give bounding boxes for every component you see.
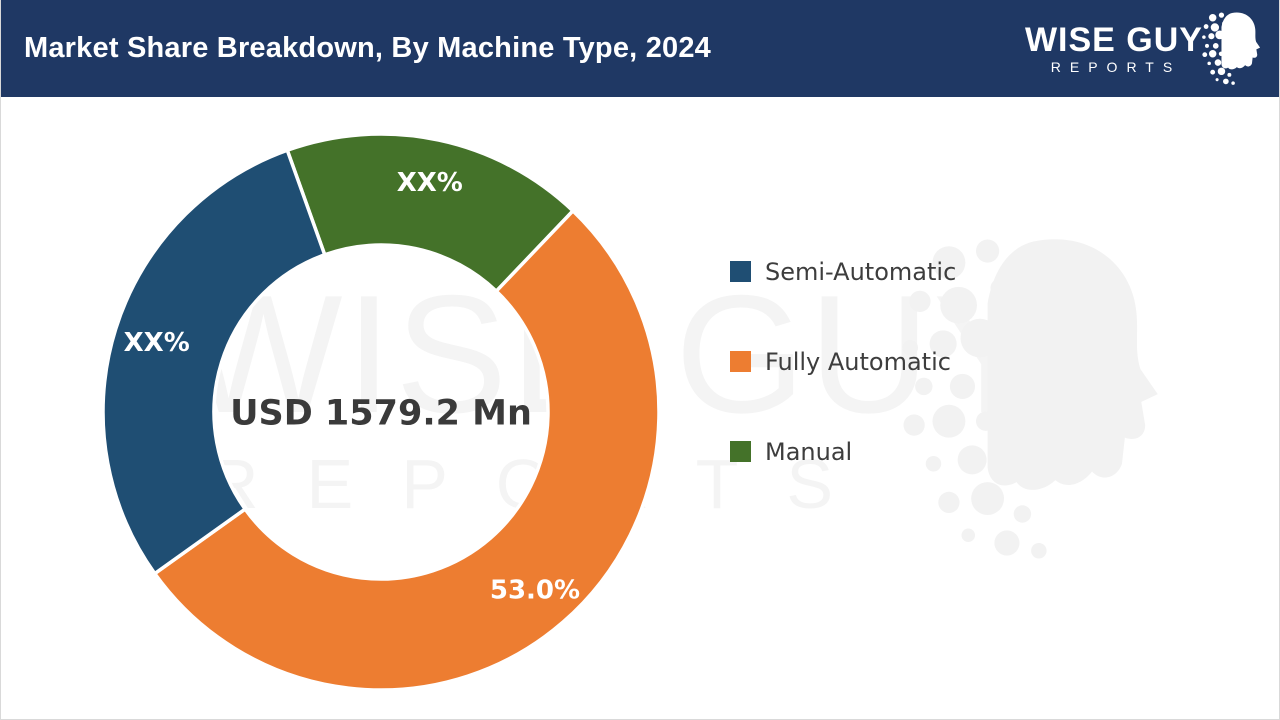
donut-center-value: USD 1579.2 Mn <box>230 393 532 433</box>
brand-logo: WISE GUY REPORTS <box>1025 9 1265 88</box>
brand-sub: REPORTS <box>1050 58 1182 75</box>
legend-item-fully-automatic: Fully Automatic <box>730 347 956 376</box>
brand-text: WISE GUY REPORTS <box>1025 23 1203 74</box>
slice-label-semi-automatic: XX% <box>124 328 190 358</box>
donut-slice-labels: XX% 53.0% XX% <box>124 168 580 605</box>
donut-slice-semi-automatic <box>101 148 327 577</box>
donut-slice-manual <box>285 132 576 294</box>
legend-swatch-manual <box>730 441 751 462</box>
donut-slice-fully-automatic <box>152 208 661 692</box>
chart-title: Market Share Breakdown, By Machine Type,… <box>24 32 712 64</box>
brand-name: WISE GUY <box>1024 21 1203 60</box>
legend-label: Manual <box>765 437 853 466</box>
legend-swatch-fully-automatic <box>730 351 751 372</box>
legend-item-semi-automatic: Semi-Automatic <box>730 257 957 286</box>
header-bar: Market Share Breakdown, By Machine Type,… <box>1 0 1279 97</box>
legend-swatch-semi-automatic <box>730 261 751 282</box>
brand-face-icon <box>1202 12 1261 85</box>
donut-chart: XX% 53.0% XX% USD 1579.2 Mn <box>101 132 661 692</box>
donut-slices <box>101 132 661 692</box>
legend: Semi-Automatic Fully Automatic Manual <box>730 258 956 528</box>
slice-label-manual: XX% <box>397 168 463 198</box>
slice-label-fully-automatic: 53.0% <box>490 576 580 606</box>
legend-label: Semi-Automatic <box>765 257 957 286</box>
legend-item-manual: Manual <box>730 437 956 466</box>
legend-label: Fully Automatic <box>765 347 951 376</box>
